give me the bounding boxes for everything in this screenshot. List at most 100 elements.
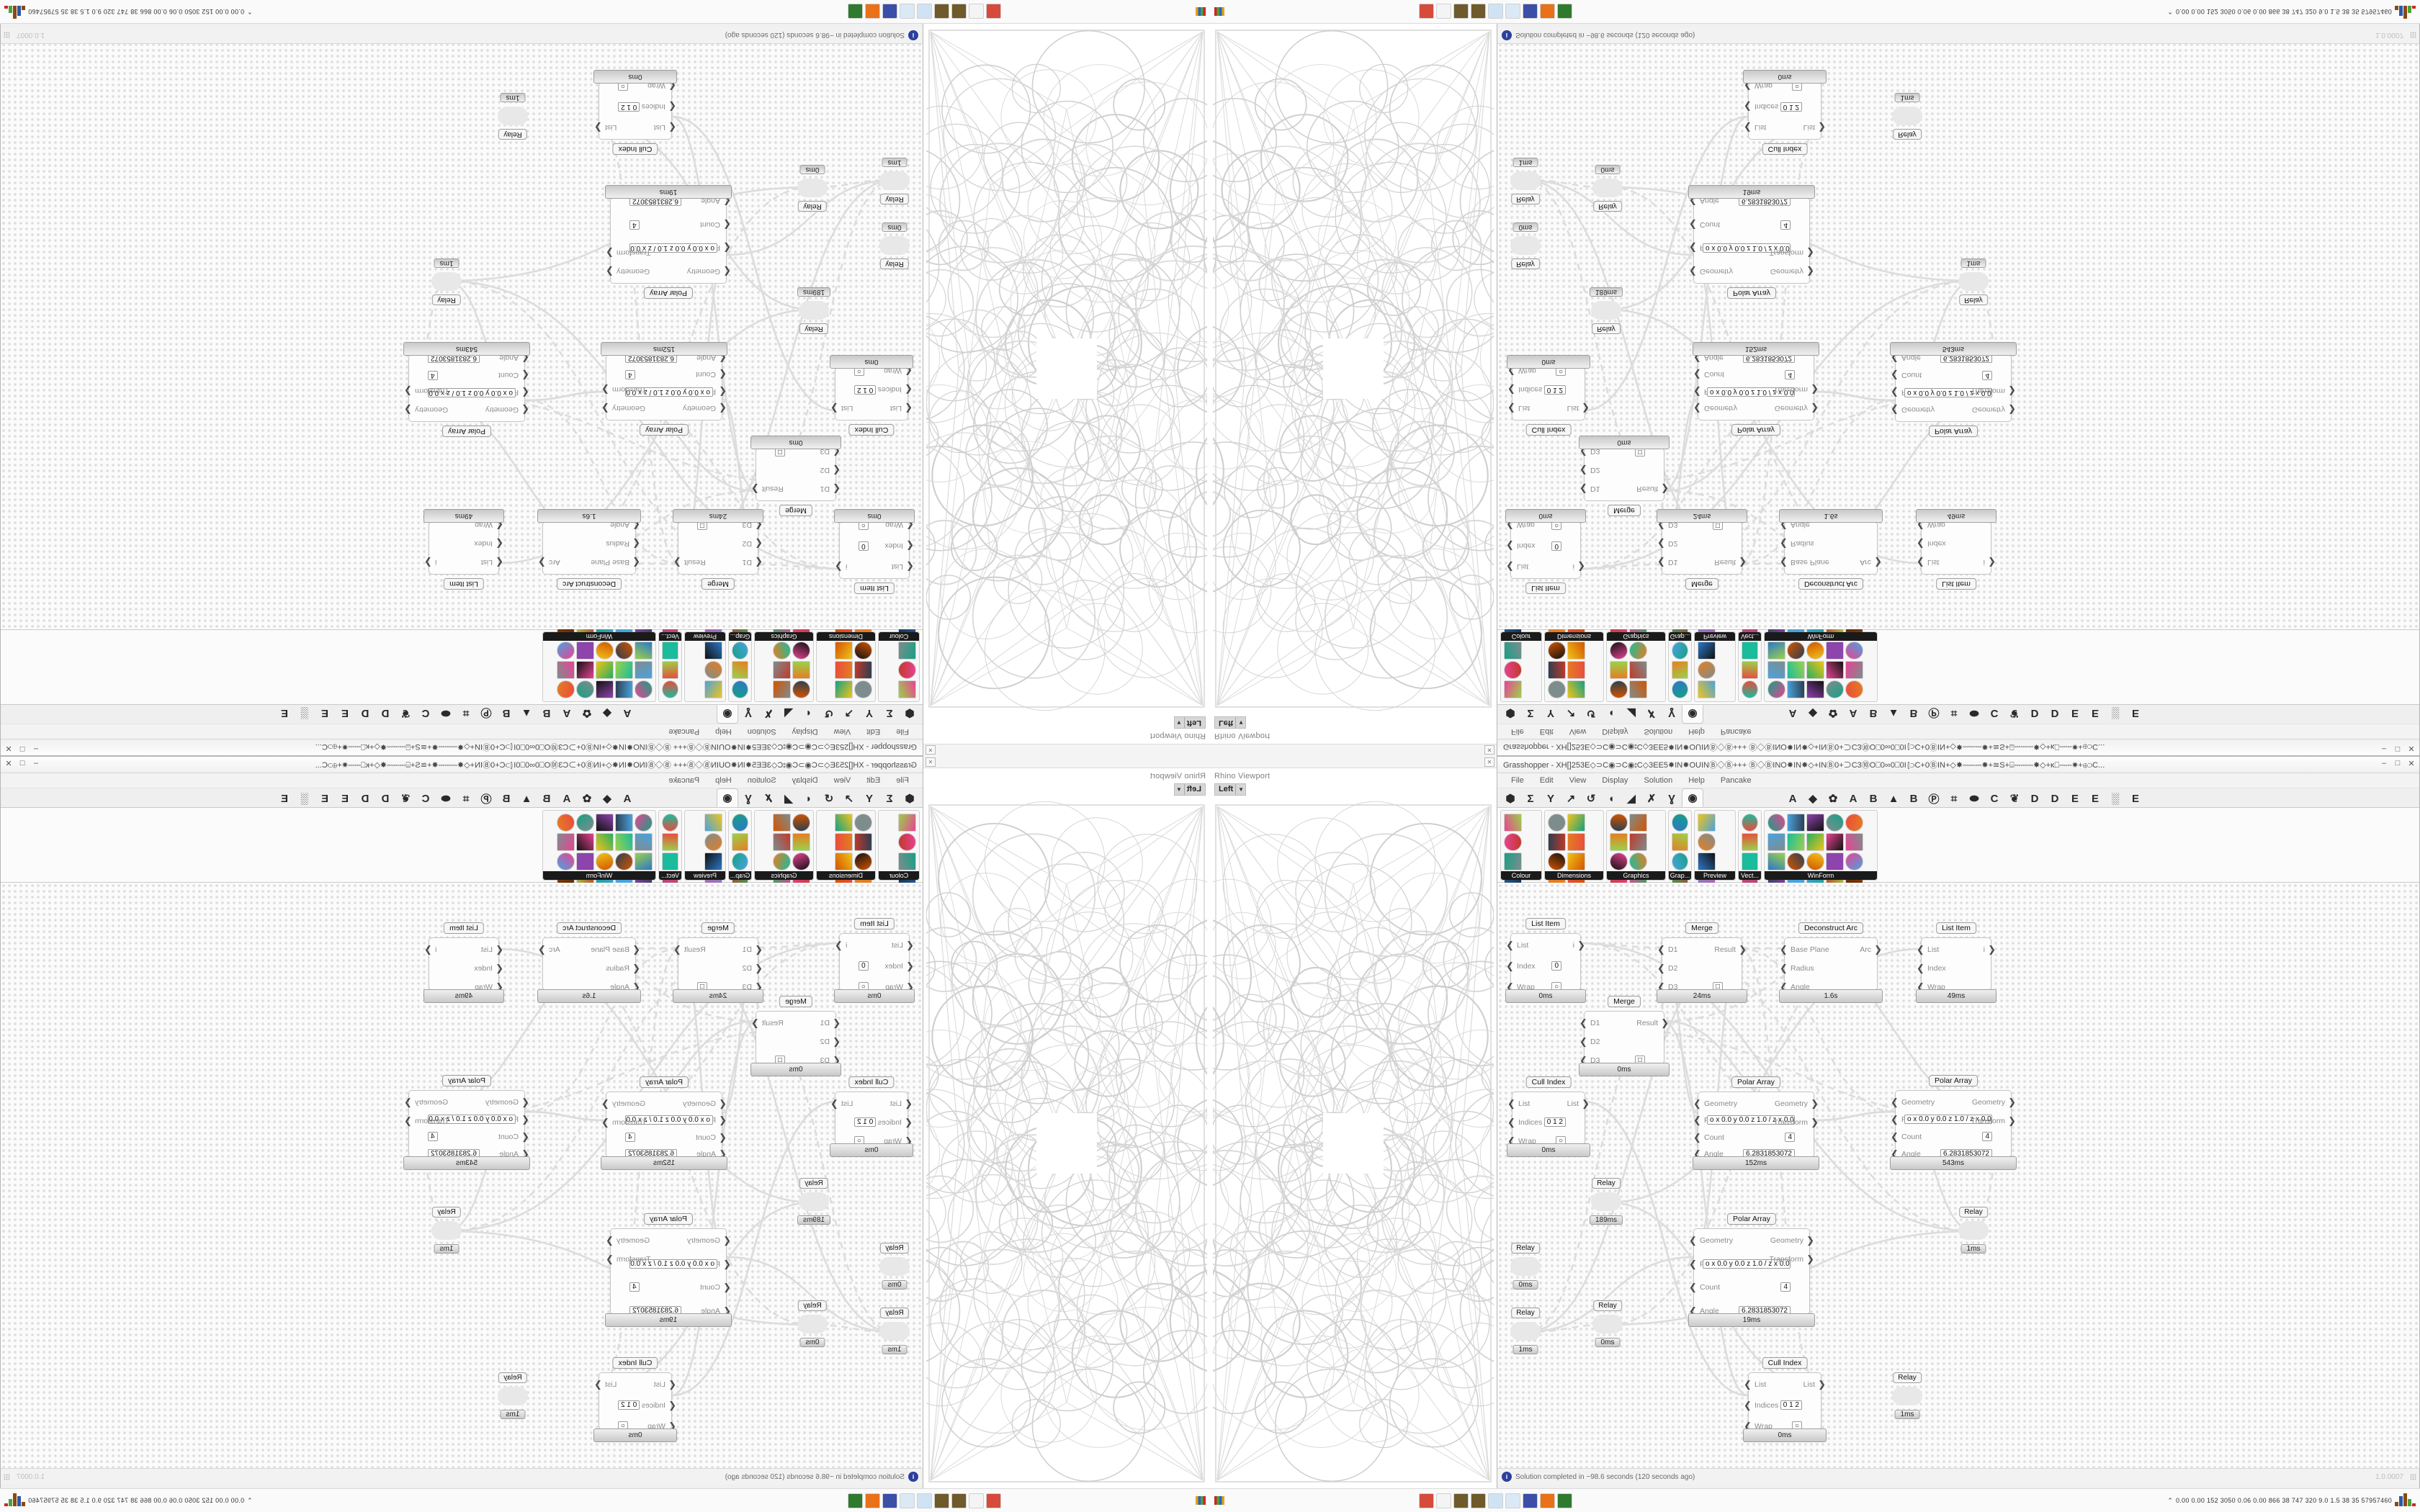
input-port-pin[interactable]: ❮ [1780,981,1788,992]
component-icon[interactable] [835,661,853,679]
minimize-icon[interactable]: – [33,744,39,753]
taskbar-grasshopper-icon[interactable] [1557,4,1572,19]
input-port-pin[interactable]: ❮ [521,405,529,415]
ribbon-tab-letter-5[interactable]: ▲ [1888,707,1899,720]
ribbon-tab-icon-4[interactable]: ↺ [824,707,834,719]
ribbon-tab-letter-5[interactable]: ▲ [521,707,532,720]
taskbar-firefox-icon[interactable] [986,1493,1001,1508]
ribbon-tab-letter-9[interactable]: ⬬ [441,792,451,805]
input-port-pin[interactable]: ❮ [723,266,731,277]
output-port-pin[interactable]: ❯ [1818,1379,1826,1390]
gh-relay-relay-2[interactable]: Relay 0ms [1510,222,1541,269]
start-menu-icon[interactable] [1196,7,1206,16]
ribbon-tab-letter-2[interactable]: ✿ [1828,707,1838,719]
component-icon[interactable] [1548,814,1566,832]
ribbon-tab-letter-11[interactable]: ❦ [2009,793,2020,805]
component-icon[interactable] [1845,680,1863,698]
input-port-pin[interactable]: ❮ [1507,1098,1515,1109]
component-icon[interactable] [1548,852,1566,870]
ribbon-tab-letter-13[interactable]: D [2051,707,2059,720]
input-port-pin[interactable]: ❮ [1689,1305,1697,1316]
taskbar-files-icon[interactable] [1453,4,1469,19]
output-port-pin[interactable]: ❯ [404,386,412,397]
input-port-pin[interactable]: ❮ [755,963,763,973]
component-icon[interactable] [1742,814,1758,832]
resize-grip[interactable] [4,1473,10,1480]
output-port-pin[interactable]: ❯ [1739,944,1747,955]
ribbon-tab-icon-7[interactable]: ✗ [763,793,774,805]
input-port-value[interactable]: o x 0.0 y 0.0 z 1.0 / z x 0.0 y 0.0 z 1.… [1703,1259,1791,1269]
component-icon[interactable] [1742,680,1758,698]
close-icon[interactable]: ✕ [5,760,12,768]
ribbon-tab-letter-0[interactable]: A [1788,792,1797,805]
output-port-pin[interactable]: ❯ [404,1115,412,1126]
input-port-pin[interactable]: ❮ [1657,981,1665,992]
input-port-pin[interactable]: ❮ [1506,960,1514,971]
ribbon-tab-icon-7[interactable]: ✗ [1646,707,1657,719]
component-icon[interactable] [854,661,872,679]
ribbon-tab-letter-4[interactable]: B [542,792,551,805]
component-icon[interactable] [557,833,575,851]
ribbon-tab-letter-2[interactable]: ✿ [582,707,592,719]
ribbon-tab-icon-5[interactable]: ◖ [805,792,812,805]
gh-component-merge-1[interactable]: Merge D1 ❮ D2 ❮ D3 ❮ □ Result ❯ 24ms [673,509,763,590]
input-port-pin[interactable]: ❮ [833,484,841,495]
component-icon[interactable] [898,680,916,698]
input-port-pin[interactable]: ❮ [668,1379,676,1390]
ribbon-tab-selected[interactable]: ◉ [1682,705,1703,724]
input-port-pin[interactable]: ❮ [521,1114,529,1125]
menu-item-solution[interactable]: Solution [747,776,776,785]
input-port-value[interactable]: 0 1 2 [1543,1117,1566,1127]
menu-item-view[interactable]: View [833,727,851,736]
component-icon[interactable] [704,814,722,832]
component-icon[interactable] [1672,661,1688,679]
component-icon[interactable] [732,852,748,870]
component-icon[interactable] [1767,642,1785,660]
taskbar-text-editor-icon[interactable] [900,4,915,19]
ribbon-tab-icon-1[interactable]: Σ [1527,707,1534,720]
ribbon-tab-letter-4[interactable]: B [1869,792,1878,805]
component-icon[interactable] [854,642,872,660]
component-icon[interactable] [596,680,614,698]
menu-item-edit[interactable]: Edit [1539,727,1554,736]
chevron-up-icon[interactable]: ⌃ [2167,8,2173,16]
input-port-value[interactable]: □ [1634,1056,1645,1065]
input-port-pin[interactable]: ❮ [1657,963,1665,973]
input-port-pin[interactable]: ❮ [723,219,731,230]
component-icon[interactable] [596,833,614,851]
ribbon-tab-letter-1[interactable]: ◆ [1809,707,1817,719]
ribbon-tab-letter-13[interactable]: D [361,792,369,805]
ribbon-tab-letter-6[interactable]: B [502,707,511,720]
taskbar-notepad-icon[interactable] [917,4,932,19]
viewport-select[interactable]: Left ▼ [1214,783,1247,796]
component-icon[interactable] [1826,852,1844,870]
component-icon[interactable] [835,814,853,832]
ribbon-tab-letter-8[interactable]: ⌗ [1950,707,1958,720]
ribbon-tab-letter-6[interactable]: B [502,792,511,805]
input-port-pin[interactable]: ❮ [496,944,503,955]
output-port-pin[interactable]: ❯ [1661,1017,1669,1028]
input-port-pin[interactable]: ❮ [1506,981,1514,992]
viewport-select[interactable]: Left ▼ [1173,783,1206,796]
ribbon-tab-letter-3[interactable]: A [563,792,571,805]
input-port-value[interactable]: 4 [1982,371,1992,380]
start-menu-icon[interactable] [1214,7,1224,16]
input-port-pin[interactable]: ❮ [723,243,731,254]
gh-component-merge-1[interactable]: Merge D1 ❮ D2 ❮ D3 ❮ □ Result ❯ 24ms [1657,922,1747,1003]
component-icon[interactable] [635,661,653,679]
ribbon-tab-letter-5[interactable]: ▲ [1888,792,1899,805]
output-port-pin[interactable]: ❯ [538,944,546,955]
menu-item-pancake[interactable]: Pancake [668,776,700,785]
input-port-pin[interactable]: ❮ [1689,219,1697,230]
component-icon[interactable] [1610,814,1628,832]
component-icon[interactable] [1742,661,1758,679]
maximize-icon[interactable]: □ [2395,744,2401,753]
gh-relay-relay-3[interactable]: Relay 1ms [879,1308,910,1354]
component-icon[interactable] [773,680,791,698]
ribbon-tab-letter-12[interactable]: D [2030,707,2039,720]
taskbar-rhino-save-icon[interactable] [1523,4,1538,19]
output-port-pin[interactable]: ❯ [673,944,681,955]
menu-item-pancake[interactable]: Pancake [1720,727,1752,736]
menu-item-display[interactable]: Display [792,776,818,785]
